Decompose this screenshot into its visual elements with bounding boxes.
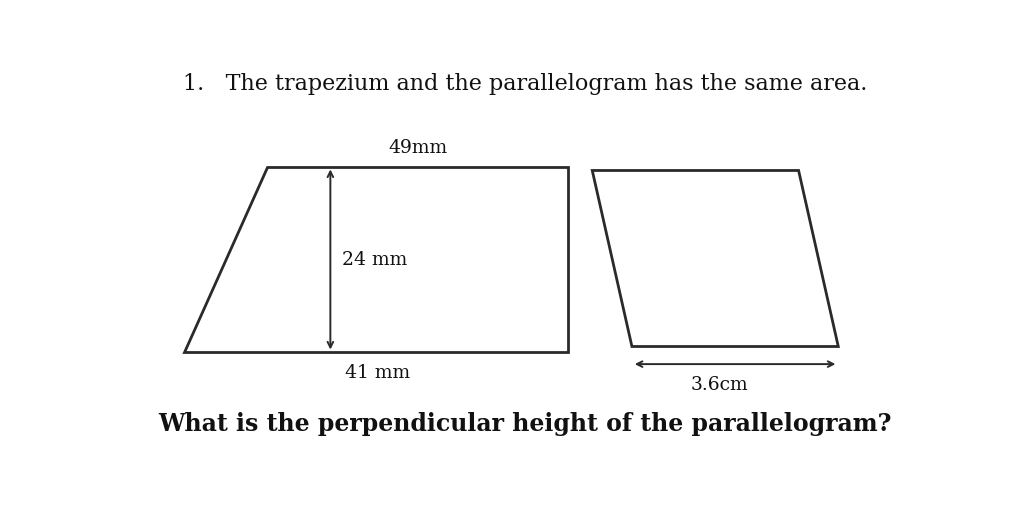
Text: 24 mm: 24 mm: [342, 251, 408, 269]
Text: What is the perpendicular height of the parallelogram?: What is the perpendicular height of the …: [158, 412, 892, 436]
Text: 3.6cm: 3.6cm: [690, 376, 749, 394]
Polygon shape: [592, 171, 839, 346]
Polygon shape: [183, 167, 568, 353]
Text: 1.   The trapezium and the parallelogram has the same area.: 1. The trapezium and the parallelogram h…: [182, 73, 867, 94]
Text: 49mm: 49mm: [388, 139, 447, 157]
Text: 41 mm: 41 mm: [345, 364, 411, 382]
